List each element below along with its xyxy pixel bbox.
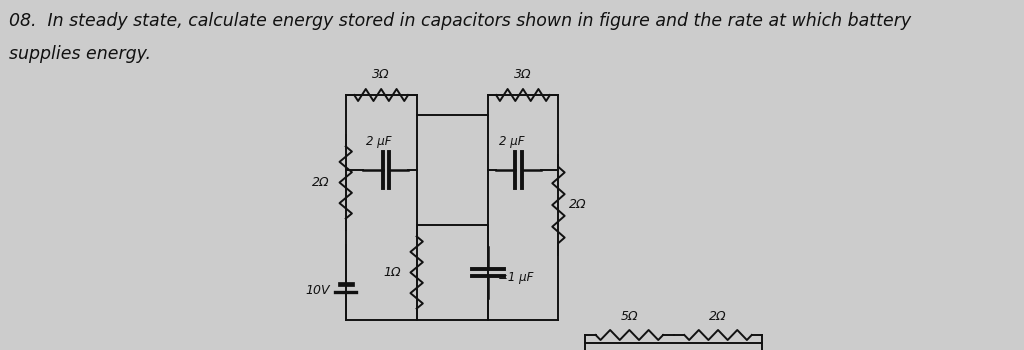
Text: 2 μF: 2 μF bbox=[366, 135, 391, 148]
Text: 2Ω: 2Ω bbox=[710, 310, 727, 323]
Text: 2Ω: 2Ω bbox=[569, 198, 587, 211]
Text: 1Ω: 1Ω bbox=[383, 266, 400, 279]
Text: 3Ω: 3Ω bbox=[514, 68, 531, 81]
Text: 10V: 10V bbox=[305, 284, 330, 296]
Text: 08.  In steady state, calculate energy stored in capacitors shown in figure and : 08. In steady state, calculate energy st… bbox=[9, 12, 911, 30]
Text: 5Ω: 5Ω bbox=[621, 310, 638, 323]
Text: supplies energy.: supplies energy. bbox=[9, 45, 151, 63]
Text: 3Ω: 3Ω bbox=[373, 68, 390, 81]
Text: 2 μF: 2 μF bbox=[499, 135, 524, 148]
Text: =1 μF: =1 μF bbox=[499, 271, 534, 284]
Text: 2Ω: 2Ω bbox=[312, 176, 330, 189]
